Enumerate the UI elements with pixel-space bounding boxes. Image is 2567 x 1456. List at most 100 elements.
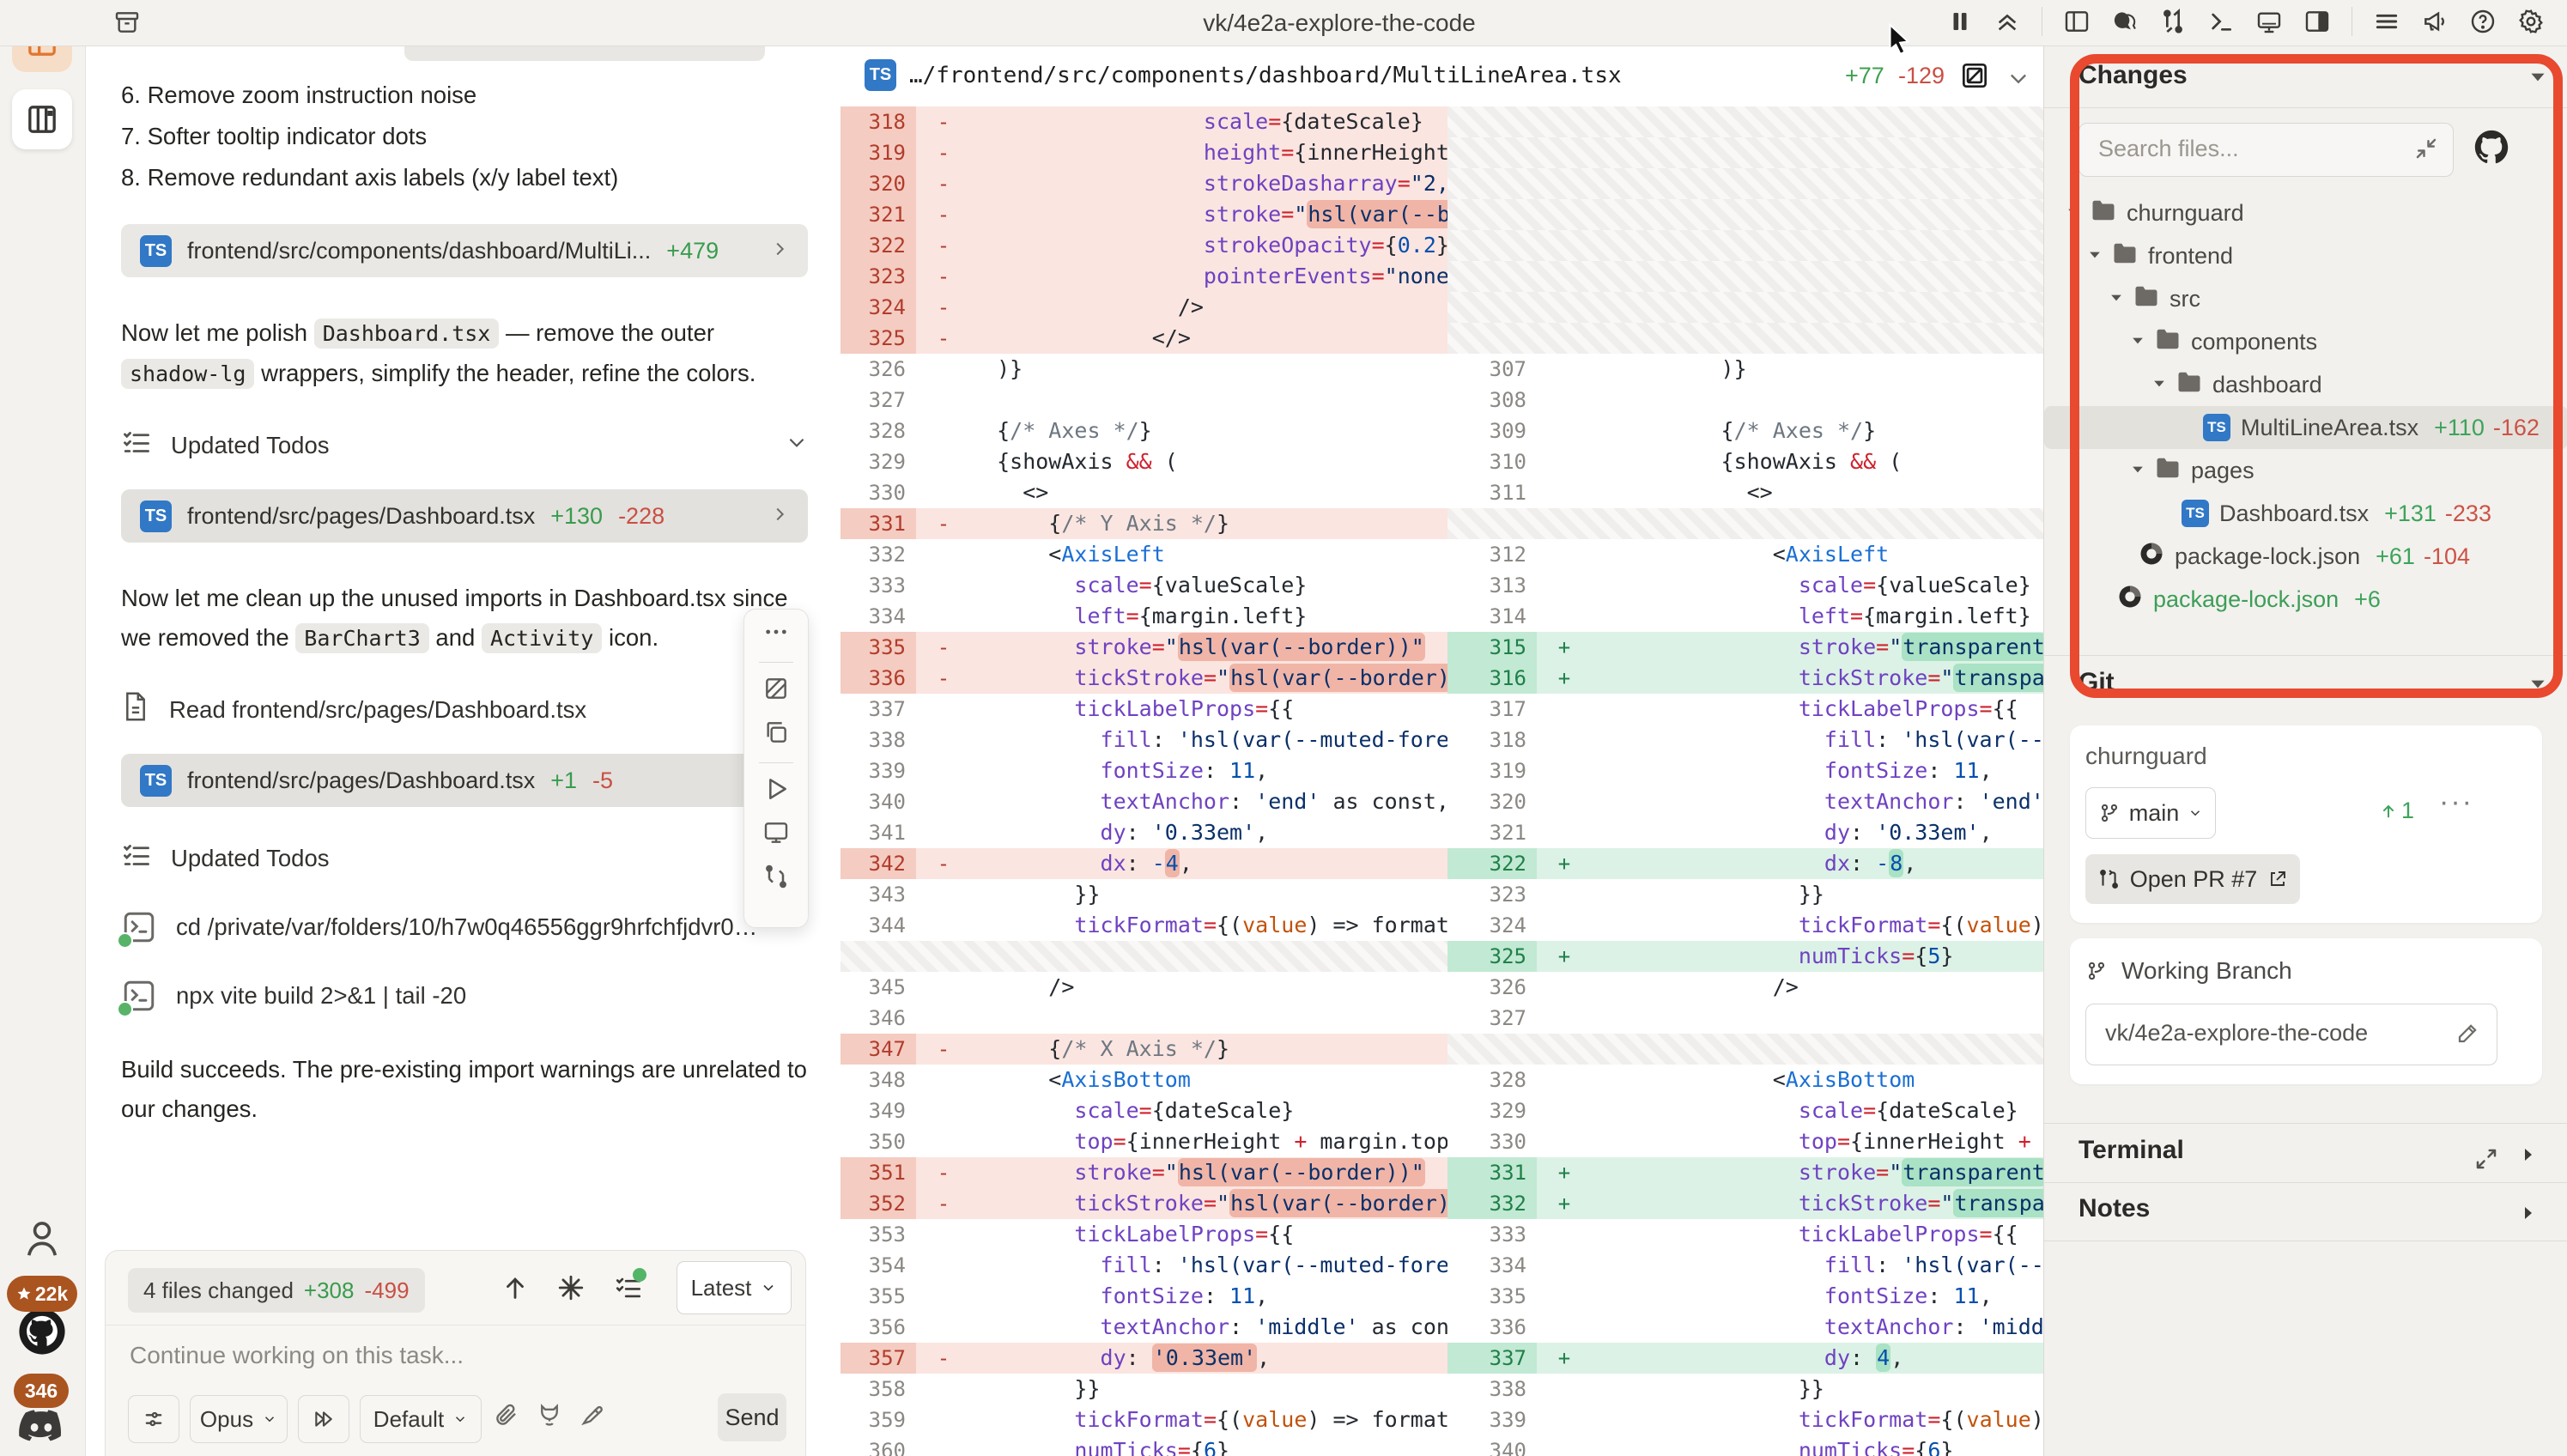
- display-icon[interactable]: [2255, 8, 2283, 35]
- git-section-title[interactable]: Git: [2078, 668, 2115, 696]
- diff-line-context: 317 tickLabelProps={{: [1489, 696, 2018, 721]
- updated-todos-row[interactable]: Updated Todos: [121, 840, 808, 877]
- discord-icon[interactable]: [15, 1408, 67, 1453]
- commits-ahead: 1: [2379, 798, 2414, 824]
- working-branch-input[interactable]: vk/4e2a-explore-the-code: [2085, 1004, 2497, 1065]
- github-icon[interactable]: [17, 1307, 67, 1361]
- right-panel-icon[interactable]: [2303, 8, 2331, 35]
- folder-icon: [2133, 285, 2159, 313]
- terminal-command-row[interactable]: cd /private/var/folders/10/h7w0q46556ggr…: [117, 909, 808, 949]
- composer-input[interactable]: Continue working on this task...: [130, 1342, 464, 1368]
- terminal-icon[interactable]: [2207, 8, 2235, 35]
- menu-icon[interactable]: [2373, 8, 2400, 35]
- diff-line-context: 340 textAnchor: 'end' as const,: [868, 789, 1447, 814]
- file-change-chip-multilinearea[interactable]: TS frontend/src/components/dashboard/Mul…: [121, 224, 808, 277]
- chat-bubble-icon[interactable]: [2111, 8, 2139, 35]
- megaphone-icon[interactable]: [2421, 8, 2449, 35]
- changes-section-title[interactable]: Changes: [2078, 61, 2188, 89]
- diff-mode-icon[interactable]: [1958, 59, 1991, 96]
- chevron-down-icon[interactable]: [2086, 243, 2103, 270]
- chevron-down-icon[interactable]: [2006, 66, 2030, 94]
- model-dropdown[interactable]: Opus: [190, 1395, 288, 1443]
- chevron-down-icon[interactable]: [2129, 329, 2146, 355]
- chevron-down-icon[interactable]: [2151, 372, 2168, 398]
- tree-item-dashboard[interactable]: dashboard: [2044, 363, 2567, 406]
- tree-item-dashboard-tsx[interactable]: TS Dashboard.tsx +131 -233: [2044, 492, 2567, 535]
- diff-body[interactable]: 318- scale={dateScale} 319- height={inner…: [840, 106, 2043, 1456]
- file-name: MultiLineArea.tsx: [2241, 414, 2419, 440]
- chevron-down-icon[interactable]: [2108, 286, 2125, 312]
- terminal-section-title[interactable]: Terminal: [2078, 1136, 2184, 1164]
- notes-section-title[interactable]: Notes: [2078, 1194, 2151, 1222]
- section-collapse-icon[interactable]: [2527, 66, 2549, 93]
- more-options-icon[interactable]: [762, 618, 790, 650]
- composer-settings-button[interactable]: [128, 1395, 179, 1443]
- run-icon[interactable]: [762, 775, 790, 807]
- chevron-down-icon[interactable]: [786, 431, 808, 459]
- branch-dropdown[interactable]: main: [2085, 787, 2216, 839]
- section-expand-icon[interactable]: [2518, 1144, 2539, 1169]
- attachment-icon[interactable]: [494, 1402, 519, 1432]
- terminal-command-row[interactable]: npx vite build 2>&1 | tail -20: [117, 978, 808, 1017]
- diff-line-gap: [1447, 261, 2043, 292]
- updated-todos-row[interactable]: Updated Todos: [121, 427, 808, 464]
- todo-item: 6. Remove zoom instruction noise: [121, 82, 477, 108]
- section-collapse-icon[interactable]: [2527, 673, 2549, 700]
- kanban-board-button[interactable]: [12, 89, 72, 149]
- account-icon[interactable]: [22, 1217, 62, 1265]
- tree-item-package-lock-json[interactable]: package-lock.json +6: [2044, 578, 2567, 621]
- tree-item-frontend[interactable]: frontend: [2044, 234, 2567, 277]
- left-panel-icon[interactable]: [2063, 8, 2091, 35]
- edit-pencil-icon[interactable]: [2455, 1020, 2481, 1050]
- diff-line-context: 313 scale={valueScale}: [1489, 573, 2031, 598]
- git-compare-icon[interactable]: [762, 863, 790, 895]
- expand-terminal-icon[interactable]: [2473, 1146, 2499, 1176]
- scroll-up-icon[interactable]: [501, 1273, 530, 1307]
- cat-icon[interactable]: [537, 1402, 562, 1432]
- files-changed-chip[interactable]: 4 files changed +308 -499: [128, 1268, 425, 1313]
- search-files-input[interactable]: Search files...: [2078, 123, 2454, 177]
- github-cat-icon[interactable]: [2472, 127, 2511, 171]
- open-pr-button[interactable]: Open PR #7: [2085, 854, 2300, 904]
- tree-item-src[interactable]: src: [2044, 277, 2567, 320]
- collapse-tree-icon[interactable]: [2413, 136, 2439, 166]
- diff-lines-added: +77: [1845, 63, 1884, 88]
- diff-row: 335- stroke="hsl(var(--border))" 315 + str…: [840, 632, 2043, 663]
- tree-item-package-lock-json[interactable]: package-lock.json +61 -104: [2044, 535, 2567, 578]
- tree-item-components[interactable]: components: [2044, 320, 2567, 363]
- view-diff-icon[interactable]: [762, 675, 790, 707]
- fast-forward-button[interactable]: [298, 1395, 349, 1443]
- diff-row: 326 )} 307 )}: [840, 354, 2043, 385]
- tree-item-pages[interactable]: pages: [2044, 449, 2567, 492]
- help-icon[interactable]: [2469, 8, 2497, 35]
- signature-pen-icon[interactable]: [580, 1402, 605, 1432]
- archive-icon[interactable]: [113, 9, 141, 40]
- tree-item-churnguard[interactable]: churnguard: [2044, 191, 2567, 234]
- diff-line-context: 328 {/* Axes */}: [868, 418, 1152, 443]
- mode-dropdown[interactable]: Default: [360, 1395, 482, 1443]
- chevron-down-icon[interactable]: [2129, 458, 2146, 484]
- diff-row: 336- tickStroke="hsl(var(--border))"316+…: [840, 663, 2043, 694]
- right-sidebar: Changes Search files... churnguard fronte…: [2043, 46, 2567, 1456]
- todos-status-icon[interactable]: [614, 1268, 646, 1307]
- section-expand-icon[interactable]: [2518, 1203, 2539, 1228]
- tree-item-multilinearea-tsx[interactable]: TS MultiLineArea.tsx +110 -162: [2044, 406, 2567, 449]
- settings-gear-icon[interactable]: [2517, 8, 2545, 35]
- diff-line-deleted: 318- scale={dateScale}: [840, 106, 1447, 137]
- send-button[interactable]: Send: [718, 1393, 786, 1441]
- monitor-icon[interactable]: [762, 819, 790, 851]
- pause-icon[interactable]: [1947, 9, 1973, 34]
- file-change-chip-dashboard-1[interactable]: TS frontend/src/pages/Dashboard.tsx +130…: [121, 489, 808, 543]
- diff-row: 341 dy: '0.33em', 321 dy: '0.33em',: [840, 817, 2043, 848]
- read-file-row[interactable]: Read frontend/src/pages/Dashboard.tsx: [121, 691, 808, 728]
- chevron-down-icon[interactable]: [2065, 200, 2082, 227]
- copy-icon[interactable]: [762, 719, 790, 750]
- git-more-options[interactable]: ···: [2439, 786, 2473, 818]
- diff-line-context: 333 scale={valueScale}: [868, 573, 1308, 598]
- git-commits-icon[interactable]: [2159, 8, 2187, 35]
- file-change-chip-dashboard-2[interactable]: TS frontend/src/pages/Dashboard.tsx +1 -…: [121, 754, 808, 807]
- collapse-all-icon[interactable]: [1994, 8, 2021, 35]
- version-dropdown[interactable]: Latest: [677, 1261, 792, 1314]
- spark-icon[interactable]: [556, 1273, 586, 1307]
